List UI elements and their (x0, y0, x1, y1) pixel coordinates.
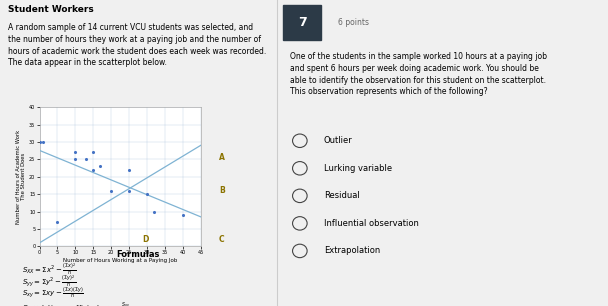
Point (88, 167, 98, 172)
Point (149, 209, 159, 214)
FancyBboxPatch shape (283, 5, 322, 40)
Point (124, 167, 134, 172)
Text: Influential observation: Influential observation (323, 219, 418, 228)
Text: A: A (219, 153, 225, 162)
Text: Residual: Residual (323, 191, 359, 200)
Text: Extrapolation: Extrapolation (323, 246, 380, 256)
Text: Correlation coefficient: $r = \frac{S_{xy}}{\sqrt{S_{xx}S_{yy}}}$: Correlation coefficient: $r = \frac{S_{x… (22, 300, 137, 306)
Point (71, 157, 80, 162)
Text: $S_{xy} = \Sigma xy - \frac{(\Sigma x)(\Sigma y)}{n}$: $S_{xy} = \Sigma xy - \frac{(\Sigma x)(\… (22, 286, 84, 301)
Text: A random sample of 14 current VCU students was selected, and
the number of hours: A random sample of 14 current VCU studen… (9, 23, 266, 67)
Text: 7: 7 (298, 16, 306, 29)
Point (81, 157, 91, 162)
Point (142, 192, 152, 196)
Text: B: B (219, 186, 225, 195)
Point (106, 188, 116, 193)
Text: Student Workers: Student Workers (9, 5, 94, 13)
Y-axis label: Number of Hours of Academic Work
The Student Does: Number of Hours of Academic Work The Stu… (16, 129, 26, 224)
Point (178, 213, 188, 218)
Point (88, 150, 98, 155)
Text: D: D (143, 235, 149, 244)
Point (71, 150, 80, 155)
Point (124, 188, 134, 193)
Point (95, 164, 105, 169)
X-axis label: Number of Hours Working at a Paying Job: Number of Hours Working at a Paying Job (63, 258, 178, 263)
Point (35, 140, 44, 144)
Point (52, 219, 62, 224)
Text: Outlier: Outlier (323, 136, 353, 145)
Text: $S_{yy} = \Sigma y^2 - \frac{(\Sigma y)^2}{n}$: $S_{yy} = \Sigma y^2 - \frac{(\Sigma y)^… (22, 274, 76, 289)
Text: Lurking variable: Lurking variable (323, 164, 392, 173)
Text: Formulas: Formulas (117, 250, 160, 259)
Text: One of the students in the sample worked 10 hours at a paying job
and spent 6 ho: One of the students in the sample worked… (290, 52, 547, 96)
Text: 6 points: 6 points (338, 18, 369, 27)
Text: $S_{XX} = \Sigma x^2 - \frac{(\Sigma x)^2}{n}$: $S_{XX} = \Sigma x^2 - \frac{(\Sigma x)^… (22, 261, 77, 277)
Text: C: C (219, 235, 225, 244)
Point (38, 140, 48, 144)
